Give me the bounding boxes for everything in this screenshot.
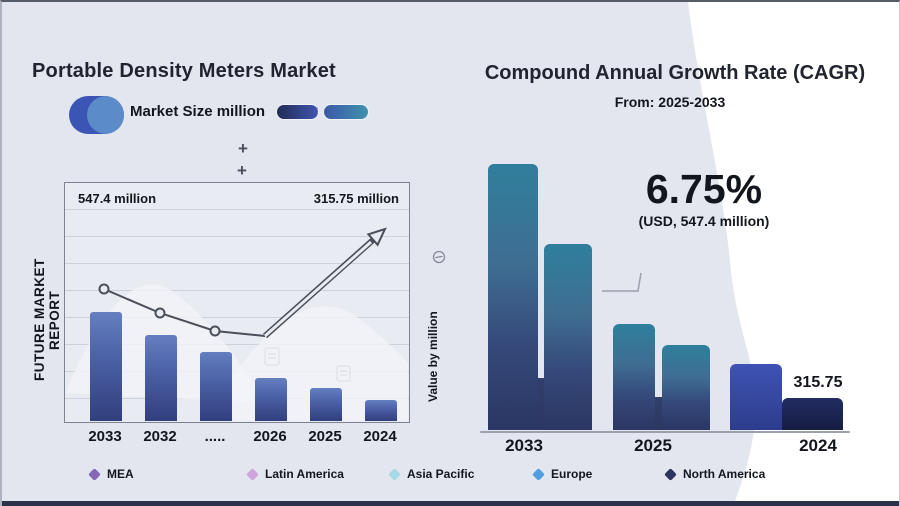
legend-label: MEA [107, 467, 134, 481]
data-label-315: 315.75 [793, 374, 843, 391]
legend-label: Europe [551, 467, 593, 481]
left-chart-panel: 547.4 million 315.75 million [64, 182, 410, 423]
right-bar-notch-fill-2033 [538, 378, 544, 430]
legend-item-latin-america: Latin America [246, 467, 344, 481]
legend-diamond-icon [246, 467, 259, 481]
legend-diamond-icon [664, 467, 677, 481]
right-bar-a-2024 [730, 363, 782, 430]
right-bar-b-2033 [544, 243, 592, 430]
legend-item-north-america: North America [664, 467, 766, 481]
right-bar-a-2025 [613, 323, 655, 430]
left-x-label-2026: 2026 [253, 428, 287, 445]
right-bar-a-2033 [488, 164, 538, 430]
right-x-label-2024: 2024 [799, 436, 837, 455]
legend-label: Asia Pacific [407, 467, 475, 481]
left-x-label-2032: 2032 [143, 428, 177, 445]
right-chart-axis [480, 431, 850, 433]
left-chart-bar-2033 [90, 311, 122, 421]
trend-marker [154, 307, 166, 319]
left-x-label-2025: 2025 [308, 428, 342, 445]
future-market-report-watermark: FUTURE MARKET REPORT [32, 258, 62, 382]
trend-line [103, 288, 266, 337]
ghost-clipboard-icon [264, 347, 351, 382]
left-x-label-.....: ..... [204, 428, 226, 445]
right-bar-b-2024 [782, 398, 843, 430]
left-chart-bars [65, 183, 408, 421]
cylinder-highlight [87, 96, 124, 134]
gradient-pill-right [324, 105, 368, 119]
legend-diamond-icon [532, 467, 545, 481]
legend-item-asia-pacific: Asia Pacific [388, 467, 475, 481]
left-chart-bar-2024 [365, 399, 397, 421]
legend-label: Latin America [265, 467, 344, 481]
legend-diamond-icon [88, 467, 101, 481]
plus-mark-top: + [238, 139, 248, 158]
cagr-subtitle: From: 2025-2033 [614, 94, 726, 110]
legend-diamond-icon [388, 467, 401, 481]
legend-label: North America [683, 467, 766, 481]
right-x-label-2033: 2033 [505, 436, 543, 455]
annotation-left-value: 547.4 million [78, 191, 157, 206]
annotation-right-value: 315.75 million [313, 191, 399, 206]
trend-marker [209, 325, 221, 337]
bottom-strip [2, 501, 899, 506]
left-x-label-2024: 2024 [363, 428, 397, 445]
right-bar-b-2025 [662, 344, 710, 430]
left-chart-bar-2025 [310, 387, 342, 421]
page-title: Portable Density Meters Market [32, 60, 336, 82]
trend-marker [98, 283, 110, 295]
plus-mark-bottom: + [237, 161, 247, 180]
left-chart-bar-..... [200, 351, 232, 421]
right-bar-notch-fill-2025 [655, 397, 662, 430]
pill-separator: : [316, 105, 319, 116]
elbow-line-decoration [602, 272, 642, 292]
right-x-label-2025: 2025 [634, 436, 672, 455]
legend-item-mea: MEA [88, 467, 134, 481]
trend-arrow-head [366, 227, 387, 247]
trend-arrow-core [264, 240, 372, 338]
legend-item-europe: Europe [532, 467, 593, 481]
left-x-label-2033: 2033 [88, 428, 122, 445]
cagr-value: 6.75% [645, 166, 763, 212]
left-chart-bar-2026 [255, 378, 287, 421]
market-size-cylinder-icon [69, 96, 124, 134]
cagr-title: Compound Annual Growth Rate (CAGR) [484, 62, 866, 84]
left-chart-trend [98, 227, 387, 382]
left-chart-bar-2032 [145, 335, 177, 421]
minus-circle-icon [432, 250, 446, 264]
value-axis-label: Value by million [426, 311, 440, 403]
gradient-pill-left [277, 105, 318, 119]
cagr-note: (USD, 547.4 million) [638, 213, 770, 229]
market-size-label: Market Size million [130, 103, 266, 120]
